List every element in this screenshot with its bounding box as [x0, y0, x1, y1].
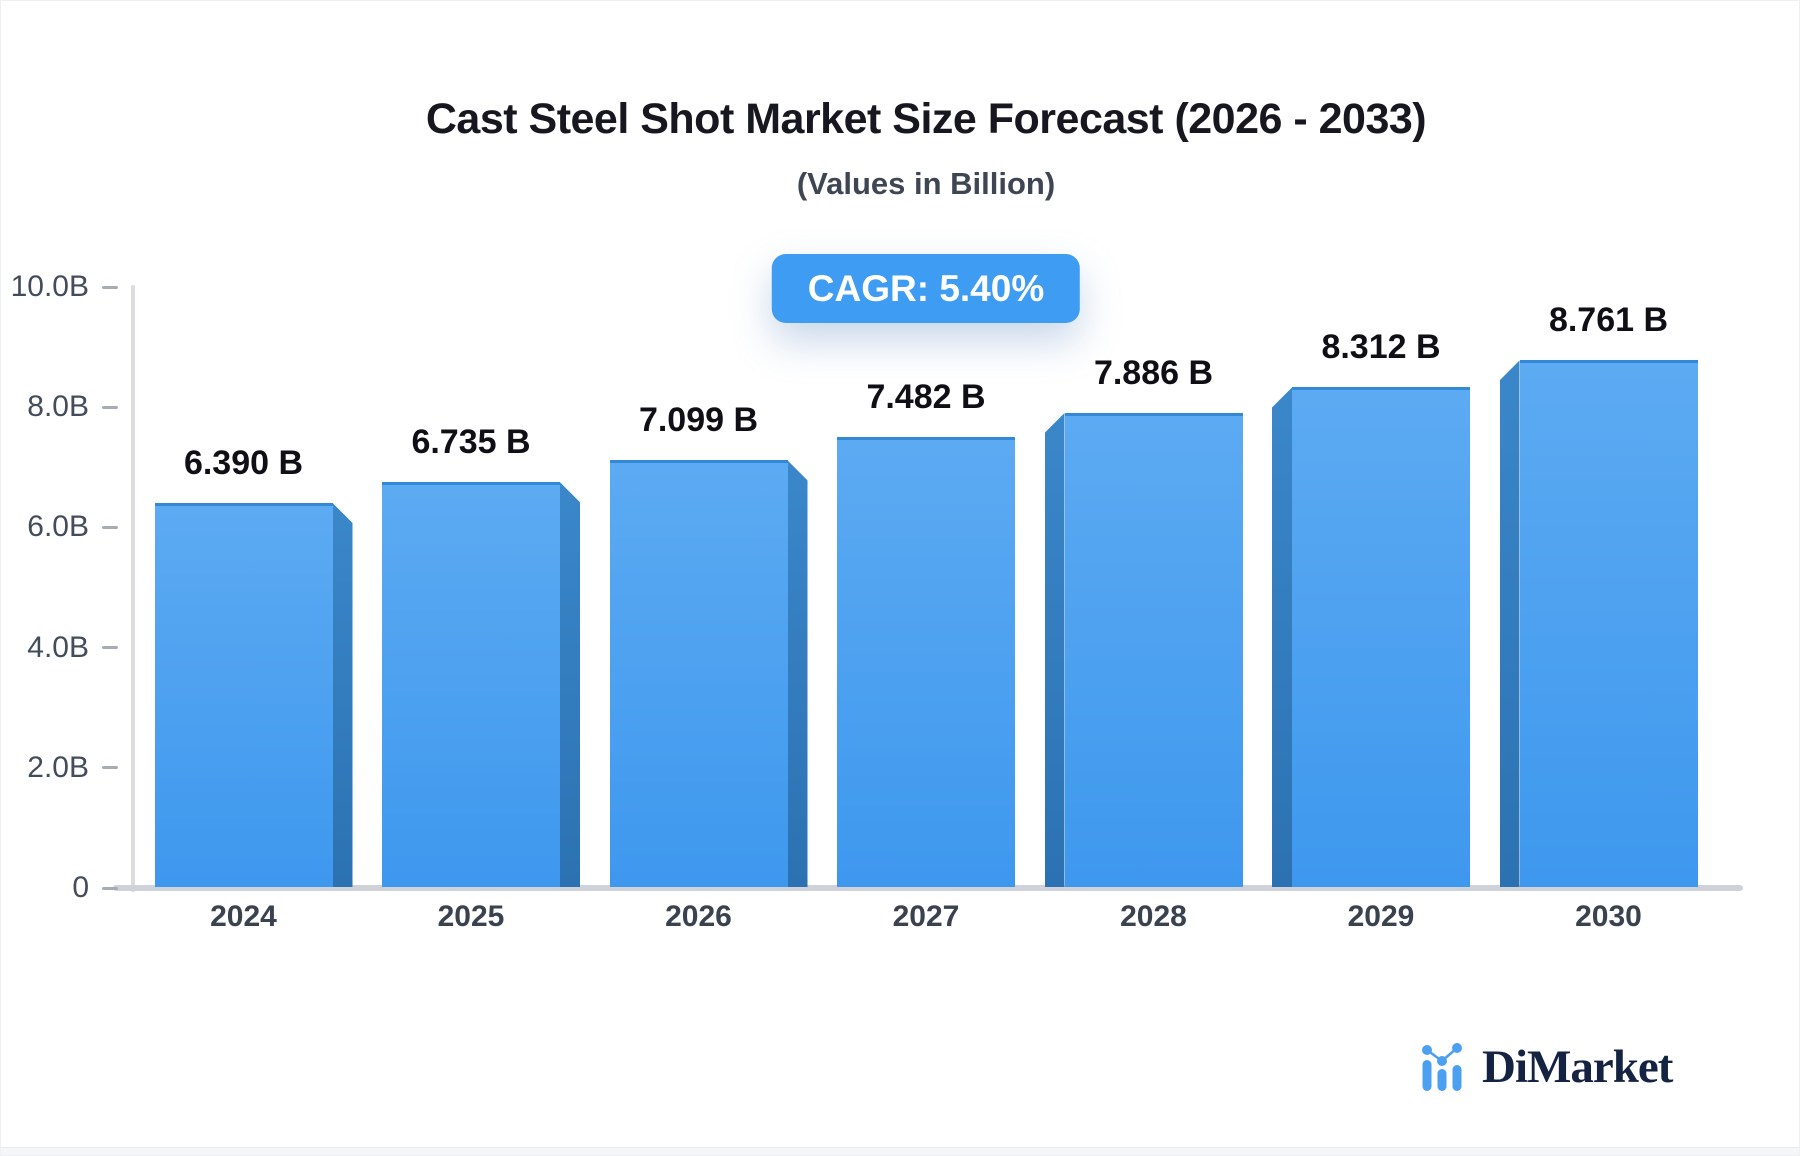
bottom-strip — [1, 1147, 1799, 1155]
y-tick-label: 6.0B — [27, 510, 89, 544]
bar-side-face — [560, 482, 580, 887]
bar-value-label: 7.099 B — [638, 401, 759, 440]
y-tick-mark — [102, 525, 118, 529]
chart-header: Cast Steel Shot Market Size Forecast (20… — [26, 1, 1799, 202]
x-axis-label-2027: 2027 — [892, 900, 960, 933]
x-axis-label-2024: 2024 — [210, 900, 277, 933]
bar-2028: 7.886 B — [1044, 354, 1243, 887]
bar-2030: 8.761 B — [1499, 301, 1698, 887]
bar-face — [154, 502, 333, 887]
x-axis-label-2028: 2028 — [1120, 900, 1187, 933]
x-axis-label-2026: 2026 — [665, 900, 732, 933]
bar-face — [837, 437, 1015, 887]
bar-face — [609, 460, 788, 887]
bar-2029: 8.312 B — [1272, 328, 1470, 887]
y-tick-mark — [102, 646, 118, 650]
bar-value-label: 7.886 B — [1093, 354, 1214, 393]
y-tick-label: 2.0B — [27, 750, 89, 784]
bar-value-label: 8.312 B — [1321, 328, 1441, 367]
bar-value-label: 8.761 B — [1548, 301, 1669, 340]
y-tick-mark — [102, 766, 118, 770]
x-axis-label-2030: 2030 — [1575, 900, 1642, 933]
bar-value-label: 7.482 B — [866, 378, 986, 417]
bar-face — [1292, 387, 1470, 887]
bar-face — [1064, 413, 1243, 887]
bar-value-label: 6.390 B — [183, 443, 304, 482]
bar-side-face — [1499, 360, 1520, 887]
bar-side-face — [1044, 413, 1065, 887]
chart-subtitle: (Values in Billion) — [796, 166, 1056, 201]
y-tick-label: 4.0B — [27, 630, 89, 664]
bar-2026: 7.099 B — [609, 401, 808, 887]
chart-title: Cast Steel Shot Market Size Forecast (20… — [425, 95, 1427, 143]
cagr-badge: CAGR: 5.40% — [771, 254, 1081, 323]
bar-value-label: 6.735 B — [411, 423, 531, 462]
bar-2025: 6.735 B — [382, 423, 580, 887]
y-tick-label: 0 — [72, 871, 89, 904]
x-axis-label-2029: 2029 — [1347, 900, 1415, 933]
y-axis-line — [131, 285, 135, 892]
bar-side-face — [787, 460, 808, 887]
y-tick-mark — [102, 405, 118, 409]
x-axis-baseline — [113, 885, 1743, 891]
bar-side-face — [1272, 387, 1292, 887]
y-tick-label: 8.0B — [27, 390, 89, 424]
bar-face — [1519, 360, 1698, 887]
y-tick-mark — [102, 886, 118, 890]
bar-face — [382, 482, 560, 887]
brand-logo: DiMarket — [1421, 1041, 1673, 1093]
bar-2027: 7.482 B — [837, 378, 1015, 887]
y-tick-label: 10.0B — [10, 270, 89, 303]
y-tick-mark — [102, 285, 118, 289]
bar-2024: 6.390 B — [154, 444, 353, 887]
brand-name: DiMarket — [1482, 1041, 1673, 1093]
bar-side-face — [332, 502, 353, 887]
dimarket-logo-icon — [1422, 1043, 1462, 1091]
x-axis-label-2025: 2025 — [437, 900, 505, 933]
